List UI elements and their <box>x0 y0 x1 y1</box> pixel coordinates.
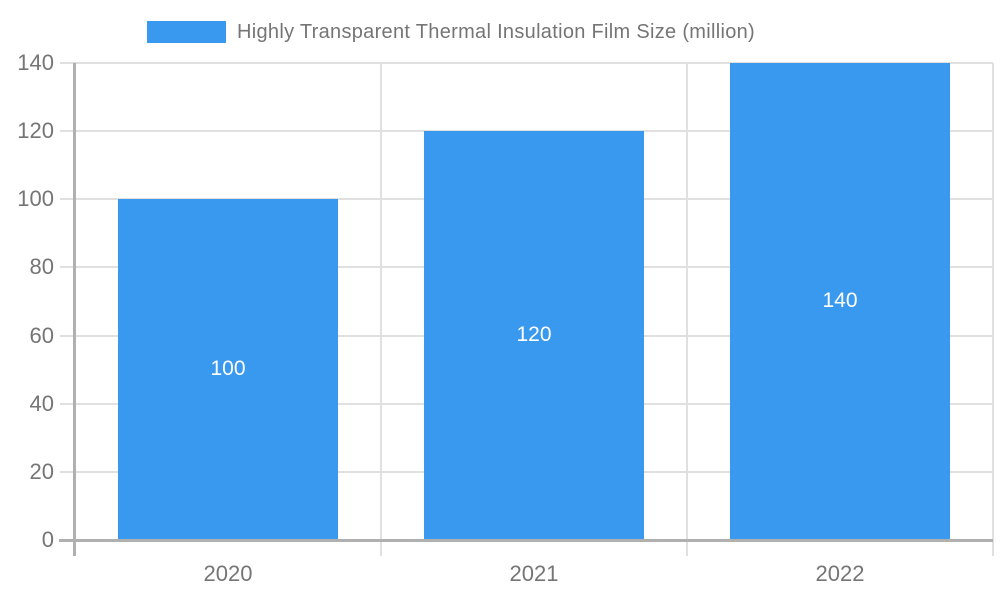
bar: 120 <box>424 131 644 540</box>
y-tick-label: 100 <box>17 186 54 212</box>
x-tick-label: 2021 <box>509 561 559 586</box>
legend-swatch <box>147 21 226 43</box>
legend-label: Highly Transparent Thermal Insulation Fi… <box>237 20 756 43</box>
bar-value-label: 120 <box>516 322 552 346</box>
y-tick-label: 120 <box>17 118 54 144</box>
y-axis-line <box>73 63 76 556</box>
bar-value-label: 140 <box>822 288 858 312</box>
y-tick-label: 40 <box>29 390 54 416</box>
bar-value-label: 100 <box>210 356 246 380</box>
gridline-vertical <box>380 63 382 556</box>
y-tick-label: 60 <box>29 322 54 348</box>
bar: 100 <box>118 199 338 540</box>
y-tick-label: 20 <box>29 458 54 484</box>
x-tick-label: 2020 <box>203 561 253 586</box>
y-tick-label: 80 <box>29 254 54 280</box>
y-tick-label: 0 <box>41 527 54 552</box>
legend: Highly Transparent Thermal Insulation Fi… <box>147 16 755 48</box>
gridline-vertical <box>686 63 688 556</box>
gridline-vertical <box>992 63 994 556</box>
gridline-horizontal <box>60 62 993 64</box>
y-tick-label: 140 <box>17 50 54 75</box>
bar: 140 <box>730 63 950 540</box>
x-axis-line <box>59 539 993 542</box>
x-tick-label: 2022 <box>815 561 865 586</box>
